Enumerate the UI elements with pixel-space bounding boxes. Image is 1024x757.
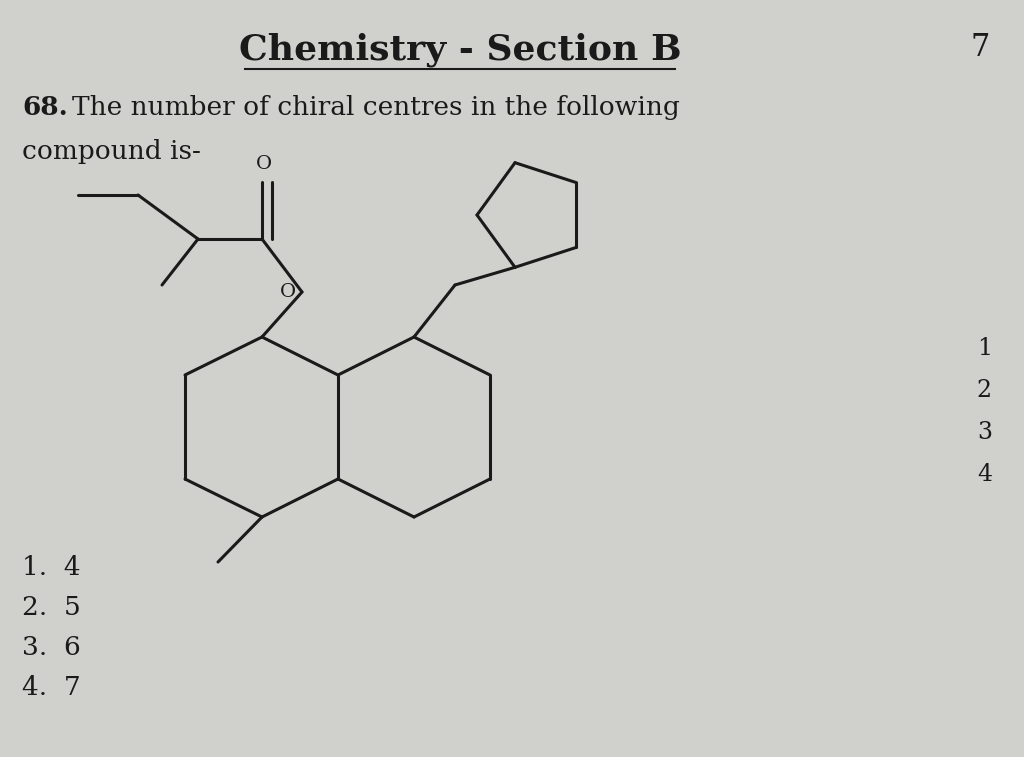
- Text: 68.: 68.: [22, 95, 68, 120]
- Text: O: O: [256, 155, 272, 173]
- Text: Chemistry - Section B: Chemistry - Section B: [239, 32, 681, 67]
- Text: compound is-: compound is-: [22, 139, 201, 164]
- Text: 3.  6: 3. 6: [22, 635, 81, 660]
- Text: 2: 2: [977, 379, 992, 402]
- Text: 3: 3: [977, 421, 992, 444]
- Text: The number of chiral centres in the following: The number of chiral centres in the foll…: [72, 95, 680, 120]
- Text: 7: 7: [971, 32, 990, 63]
- Text: 1: 1: [977, 337, 992, 360]
- Text: 2.  5: 2. 5: [22, 595, 81, 620]
- Text: 4: 4: [977, 463, 992, 486]
- Text: 1.  4: 1. 4: [22, 555, 81, 580]
- Text: 4.  7: 4. 7: [22, 675, 81, 700]
- Text: O: O: [280, 283, 296, 301]
